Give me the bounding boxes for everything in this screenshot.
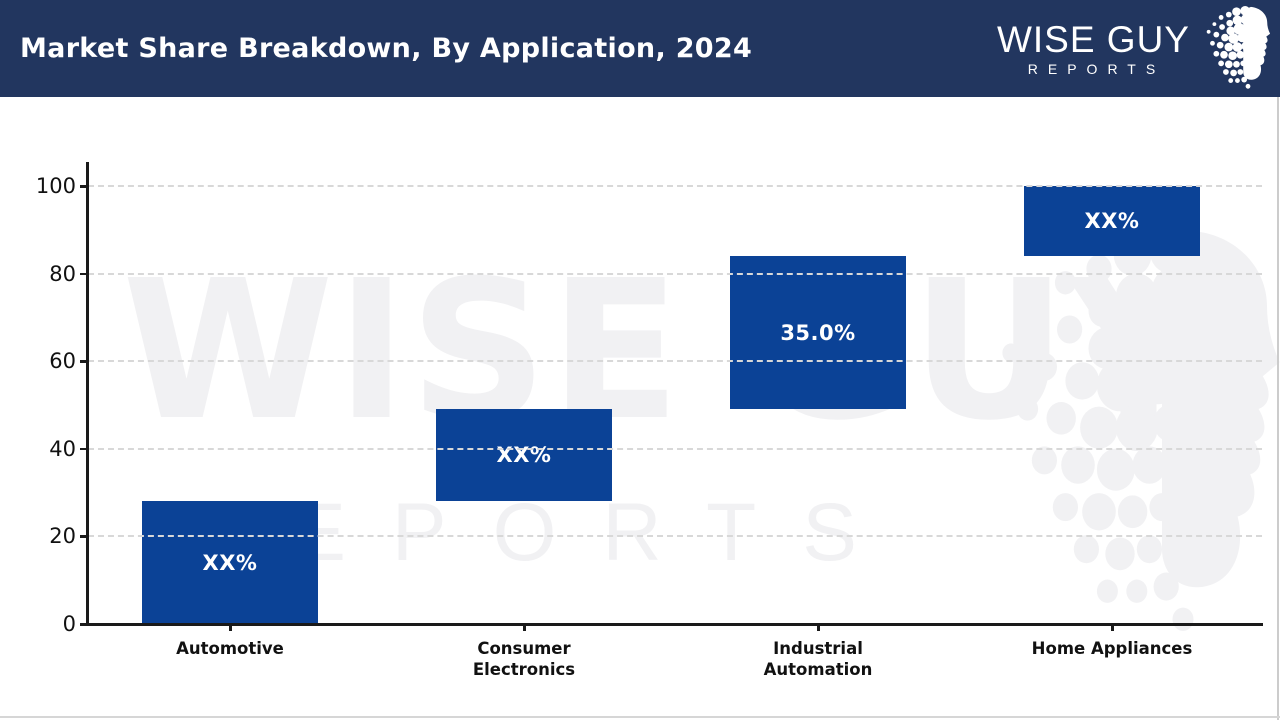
brand-subname: REPORTS bbox=[1027, 61, 1166, 77]
y-tick-mark bbox=[80, 535, 88, 538]
bar-1: XX% bbox=[436, 409, 612, 502]
gridline-80 bbox=[88, 272, 1262, 275]
x-tick-mark bbox=[229, 626, 232, 631]
y-tick-mark bbox=[80, 447, 88, 451]
head-dots-icon bbox=[1176, 5, 1272, 93]
x-axis bbox=[82, 623, 1263, 626]
bar-value-label: XX% bbox=[1084, 209, 1140, 234]
gridline-60 bbox=[88, 360, 1262, 363]
gridline-40 bbox=[88, 447, 1262, 450]
bar-3: XX% bbox=[1024, 186, 1200, 257]
bottom-border-line bbox=[0, 716, 1280, 718]
x-category-label: Consumer Electronics bbox=[472, 639, 576, 679]
bar-2: 35.0% bbox=[730, 256, 906, 410]
y-tick-label: 20 bbox=[49, 524, 76, 549]
y-axis bbox=[86, 162, 89, 626]
gridline-100 bbox=[88, 185, 1262, 187]
y-tick-label: 80 bbox=[49, 261, 76, 286]
y-tick-mark bbox=[80, 185, 88, 188]
y-tick-label: 0 bbox=[62, 612, 76, 636]
y-tick-label: 60 bbox=[49, 349, 76, 374]
gridline-20 bbox=[88, 535, 1262, 538]
page-title: Market Share Breakdown, By Application, … bbox=[20, 33, 753, 64]
right-border-line bbox=[1277, 97, 1279, 720]
x-category-label: Industrial Automation bbox=[763, 639, 873, 679]
x-category-label: Home Appliances bbox=[1031, 639, 1193, 658]
bar-0: XX% bbox=[142, 501, 318, 624]
bar-value-label: XX% bbox=[496, 443, 552, 468]
y-tick-mark bbox=[80, 272, 88, 276]
y-tick-mark bbox=[80, 360, 88, 363]
bar-value-label: XX% bbox=[202, 550, 258, 575]
y-tick-label: 40 bbox=[49, 436, 76, 461]
x-category-label: Automotive bbox=[176, 639, 284, 658]
brand-logo: WISE GUY REPORTS bbox=[997, 4, 1272, 94]
brand-name: WISE GUY bbox=[996, 19, 1190, 60]
brand-text: WISE GUY REPORTS bbox=[997, 21, 1190, 77]
header: Market Share Breakdown, By Application, … bbox=[0, 0, 1280, 97]
x-tick-mark bbox=[523, 626, 526, 631]
bar-value-label: 35.0% bbox=[780, 320, 856, 345]
y-tick-label: 100 bbox=[35, 174, 76, 198]
x-tick-mark bbox=[817, 626, 820, 631]
watermark-head-icon bbox=[868, 222, 1280, 652]
x-tick-mark bbox=[1111, 626, 1114, 631]
